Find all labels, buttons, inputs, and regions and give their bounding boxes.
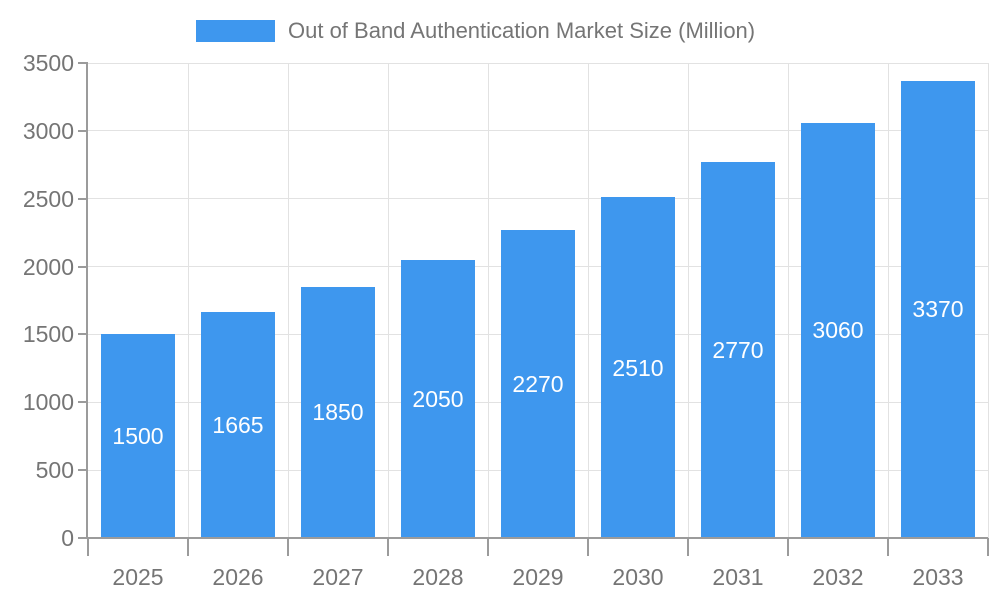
x-grid-line (387, 63, 389, 538)
x-axis-tick (187, 538, 189, 556)
x-axis-label: 2033 (912, 564, 964, 590)
x-axis-tick (387, 538, 389, 556)
x-axis-label: 2027 (312, 564, 364, 590)
x-axis-tick (487, 538, 489, 556)
y-axis-label: 0 (61, 525, 74, 551)
x-grid-line (987, 63, 989, 538)
y-grid-line (88, 62, 988, 64)
y-axis-label: 1000 (22, 389, 74, 416)
bar (101, 334, 175, 538)
x-axis-label: 2032 (812, 564, 864, 590)
x-axis-tick (287, 538, 289, 556)
bar-value-label: 1500 (112, 423, 164, 450)
x-axis-label: 2031 (712, 564, 764, 590)
x-axis-tick (687, 538, 689, 556)
x-axis-line (88, 537, 988, 539)
y-axis-tick (78, 333, 88, 336)
y-axis-tick (78, 401, 88, 404)
legend-swatch (196, 20, 275, 42)
y-axis-tick (78, 265, 88, 268)
bar-value-label: 1665 (212, 412, 264, 439)
bar (201, 312, 275, 538)
y-axis-label: 3000 (22, 117, 74, 144)
chart-title: Out of Band Authentication Market Size (… (288, 18, 756, 43)
bar (701, 162, 775, 538)
x-axis-tick (887, 538, 889, 556)
bar (401, 259, 475, 538)
x-axis-label: 2025 (112, 564, 164, 590)
y-grid-line (88, 130, 988, 132)
bar-value-label: 2270 (512, 370, 564, 397)
y-axis-label: 500 (35, 457, 74, 484)
bar (501, 229, 575, 538)
y-axis-tick (78, 129, 88, 132)
bar (601, 197, 675, 538)
x-grid-line (287, 63, 289, 538)
y-axis-label: 2000 (22, 253, 74, 280)
y-axis-tick (78, 469, 88, 472)
x-grid-line (587, 63, 589, 538)
x-grid-line (187, 63, 189, 538)
bar-value-label: 2050 (412, 385, 464, 412)
bar (801, 122, 875, 538)
x-grid-line (487, 63, 489, 538)
y-axis-tick (78, 62, 88, 64)
x-grid-line (787, 63, 789, 538)
y-axis-tick (78, 537, 88, 539)
y-axis-label: 2500 (22, 185, 74, 212)
bar-value-label: 2510 (612, 354, 664, 381)
y-axis-label: 3500 (22, 50, 74, 76)
bar (301, 286, 375, 538)
y-axis-label: 1500 (22, 321, 74, 348)
bar-value-label: 1850 (312, 399, 364, 426)
legend[interactable]: Out of Band Authentication Market Size (… (196, 17, 755, 45)
x-grid-line (687, 63, 689, 538)
bar-value-label: 3370 (912, 296, 964, 323)
y-axis-line (86, 63, 88, 538)
x-grid-line (887, 63, 889, 538)
x-axis-label: 2026 (212, 564, 264, 590)
x-axis-tick (787, 538, 789, 556)
x-axis-label: 2029 (512, 564, 564, 590)
x-axis-label: 2028 (412, 564, 464, 590)
x-axis-tick (587, 538, 589, 556)
x-axis-tick (87, 538, 89, 556)
bar-value-label: 3060 (812, 317, 864, 344)
y-axis-tick (78, 197, 88, 200)
y-grid-line (88, 198, 988, 200)
x-axis-label: 2030 (612, 564, 664, 590)
x-axis-tick (987, 538, 989, 556)
bar (901, 80, 975, 538)
bar-value-label: 2770 (712, 337, 764, 364)
